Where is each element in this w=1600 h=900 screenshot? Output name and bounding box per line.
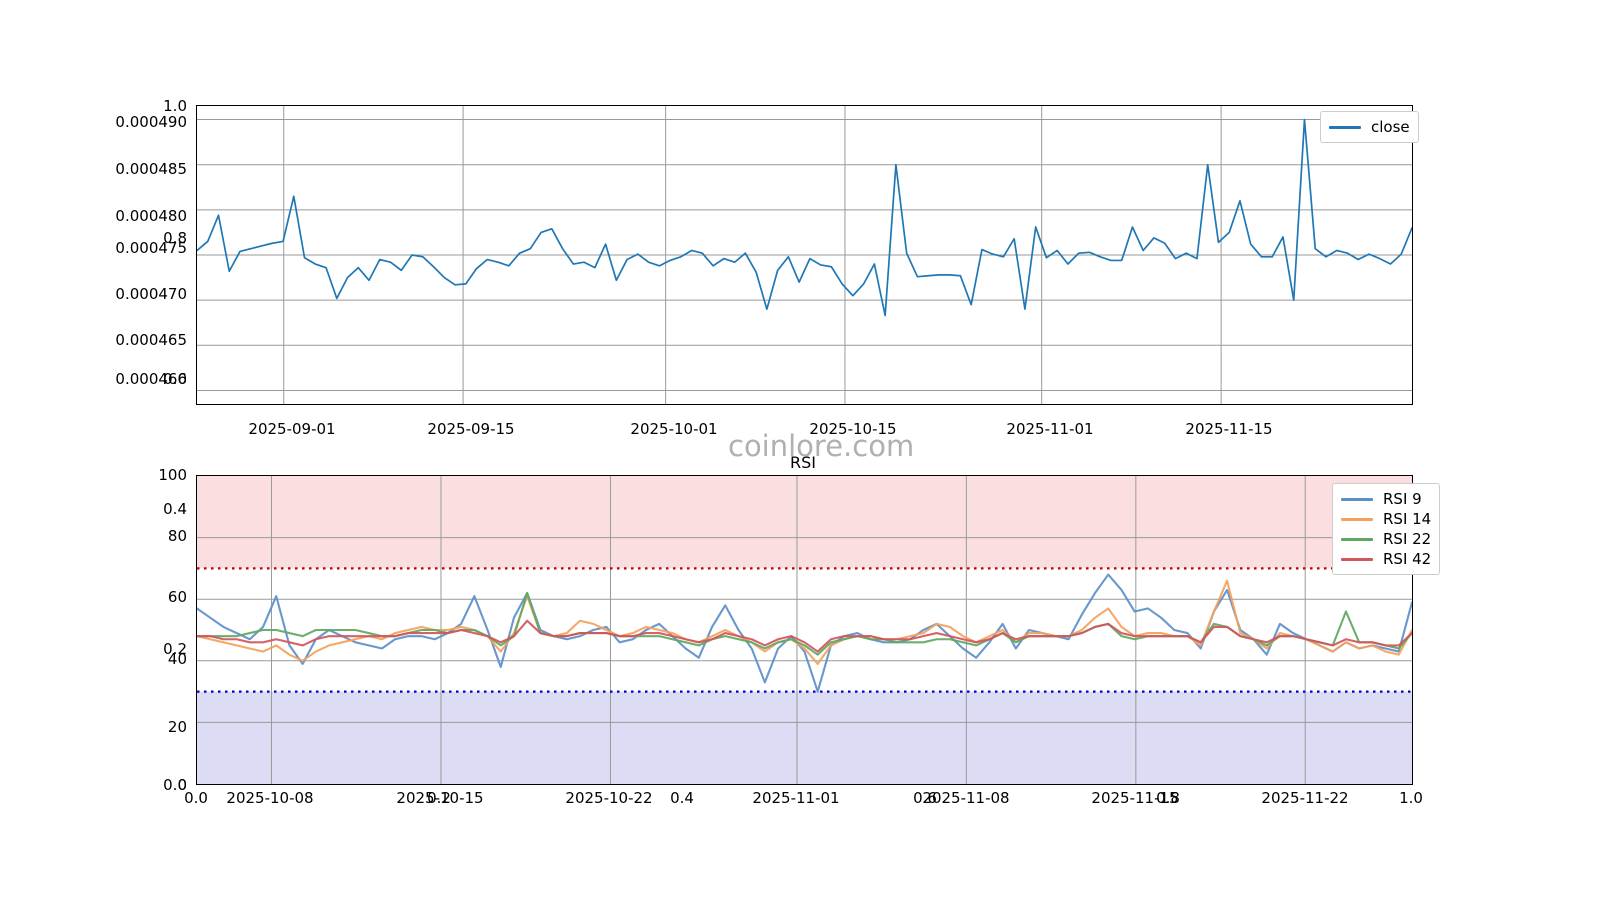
legend-label-rsi-14: RSI 14	[1383, 510, 1432, 528]
price-ytick-5: 0.000465	[115, 331, 187, 349]
price-overlay-ytick-0: 1.0	[163, 97, 187, 115]
rsi-ytick-2: 60	[167, 588, 187, 606]
rsi-ytick-3: 40	[167, 650, 187, 668]
legend-swatch-rsi-42	[1341, 557, 1373, 561]
rsi-chart-panel	[196, 475, 1413, 785]
price-plot-svg	[197, 106, 1412, 404]
price-overlay-ytick-1: 0.8	[163, 229, 187, 247]
rsi-ytick-4: 20	[167, 718, 187, 736]
rsi-panel-title: RSI	[790, 453, 816, 472]
watermark: coinlore.com	[728, 429, 915, 463]
rsi-overlay-xtick-5: 1.0	[1399, 789, 1423, 807]
legend-label-close: close	[1371, 118, 1410, 136]
price-ytick-1: 0.000485	[115, 160, 187, 178]
legend-label-rsi-42: RSI 42	[1383, 550, 1432, 568]
rsi-xtick-5: 2025-11-15	[1091, 789, 1179, 807]
rsi-ytick-0: 100	[158, 466, 187, 484]
rsi-xtick-6: 2025-11-22	[1261, 789, 1349, 807]
rsi-overlay-ytick-0: 0.4	[163, 500, 187, 518]
price-xtick-1: 2025-09-15	[427, 420, 515, 438]
price-overlay-ytick-2: 0.6	[163, 370, 187, 388]
legend-label-rsi-9: RSI 9	[1383, 490, 1422, 508]
legend-swatch-rsi-14	[1341, 517, 1373, 521]
price-ytick-0: 0.000490	[115, 113, 187, 131]
rsi-overlay-xtick-4: 0.8	[1156, 789, 1180, 807]
price-ytick-4: 0.000470	[115, 285, 187, 303]
rsi-xtick-1: 2025-10-15	[396, 789, 484, 807]
rsi-overlay-ytick-1: 0.2	[163, 640, 187, 658]
legend-item-rsi-9[interactable]: RSI 9	[1341, 489, 1431, 509]
price-ytick-6: 0.000460	[115, 370, 187, 388]
rsi-plot-svg	[197, 476, 1412, 784]
price-xtick-2: 2025-10-01	[630, 420, 718, 438]
rsi-overlay-xtick-3: 0.6	[913, 789, 937, 807]
legend-item-close[interactable]: close	[1329, 117, 1410, 137]
legend-swatch-rsi-9	[1341, 497, 1373, 501]
price-ytick-3: 0.000475	[115, 239, 187, 257]
legend-item-rsi-22[interactable]: RSI 22	[1341, 529, 1431, 549]
rsi-xtick-0: 2025-10-08	[226, 789, 314, 807]
price-xtick-0: 2025-09-01	[248, 420, 336, 438]
price-xtick-4: 2025-11-01	[1006, 420, 1094, 438]
legend-swatch-close	[1329, 125, 1361, 129]
rsi-overlay-xtick-0: 0.0	[184, 789, 208, 807]
rsi-overlay-ytick-2: 0.0	[163, 776, 187, 794]
price-xtick-3: 2025-10-15	[809, 420, 897, 438]
rsi-ytick-5: 0	[177, 776, 187, 794]
legend-swatch-rsi-22	[1341, 537, 1373, 541]
rsi-overlay-xtick-1: 0.2	[427, 789, 451, 807]
legend-label-rsi-22: RSI 22	[1383, 530, 1432, 548]
price-chart-panel	[196, 105, 1413, 405]
rsi-xtick-4: 2025-11-08	[922, 789, 1010, 807]
rsi-overlay-xtick-2: 0.4	[670, 789, 694, 807]
rsi-ytick-1: 80	[167, 527, 187, 545]
price-xtick-5: 2025-11-15	[1185, 420, 1273, 438]
rsi-xtick-3: 2025-11-01	[752, 789, 840, 807]
price-ytick-2: 0.000480	[115, 207, 187, 225]
price-legend[interactable]: close	[1320, 111, 1419, 143]
legend-item-rsi-42[interactable]: RSI 42	[1341, 549, 1431, 569]
legend-item-rsi-14[interactable]: RSI 14	[1341, 509, 1431, 529]
rsi-legend[interactable]: RSI 9 RSI 14 RSI 22 RSI 42	[1332, 483, 1441, 575]
rsi-xtick-2: 2025-10-22	[565, 789, 653, 807]
